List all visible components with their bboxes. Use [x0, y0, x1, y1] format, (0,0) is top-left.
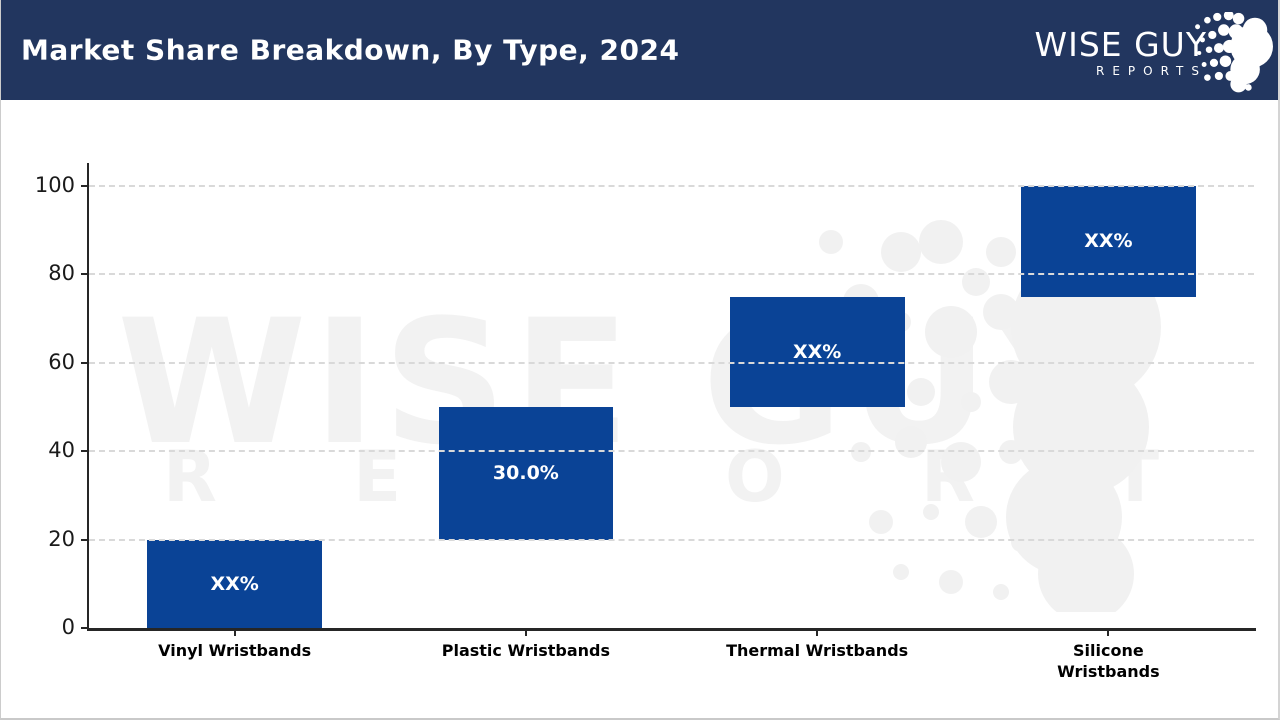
x-category-label: Plastic Wristbands: [441, 641, 610, 660]
gridline-y60: [89, 361, 1254, 364]
bar-segment: [147, 539, 322, 628]
x-tick: [1107, 628, 1110, 636]
y-tick-100: [81, 185, 89, 187]
brand-name: WISE GUY: [1034, 25, 1207, 64]
x-tick: [233, 628, 236, 636]
header-bar: Market Share Breakdown, By Type, 2024 WI…: [1, 0, 1278, 100]
x-category-label: Silicone Wristbands: [1057, 641, 1160, 681]
x-category-label: Thermal Wristbands: [726, 641, 909, 660]
brand-subtitle: REPORTS: [1095, 64, 1207, 78]
page-title: Market Share Breakdown, By Type, 2024: [21, 33, 680, 67]
y-tick-label-80: 80: [48, 261, 75, 286]
bar-segment: [438, 407, 614, 540]
y-tick-0: [81, 627, 89, 629]
brand-logo: WISE GUY REPORTS: [1019, 8, 1273, 94]
y-tick-40: [81, 450, 89, 453]
y-tick-label-0: 0: [61, 615, 75, 639]
brand-head-dots-icon: [1195, 12, 1273, 93]
gridline-y80: [89, 273, 1254, 276]
gridline-y40: [89, 450, 1254, 453]
y-tick-60: [81, 361, 89, 364]
gridline-y20: [89, 538, 1254, 541]
bar-value-label: XX%: [792, 340, 842, 363]
gridline-y100: [89, 185, 1254, 187]
brand-logo-text: WISE GUY REPORTS: [1034, 25, 1207, 79]
y-tick-label-40: 40: [48, 438, 75, 463]
bar-value-label: 30.0%: [492, 462, 559, 485]
y-axis-line: [87, 163, 89, 628]
y-tick-20: [81, 538, 89, 541]
x-tick: [524, 628, 527, 636]
bar-segment: [729, 296, 905, 407]
x-category-label: Vinyl Wristbands: [158, 641, 312, 660]
bar-segment: [1021, 186, 1196, 297]
y-tick-80: [81, 273, 89, 276]
bar-value-label: XX%: [210, 572, 259, 595]
y-tick-label-60: 60: [48, 349, 75, 374]
y-tick-label-100: 100: [34, 173, 75, 197]
x-tick: [816, 628, 819, 636]
bar-value-label: XX%: [1084, 230, 1133, 253]
y-tick-label-20: 20: [48, 526, 75, 551]
x-axis-line: [87, 628, 1256, 631]
